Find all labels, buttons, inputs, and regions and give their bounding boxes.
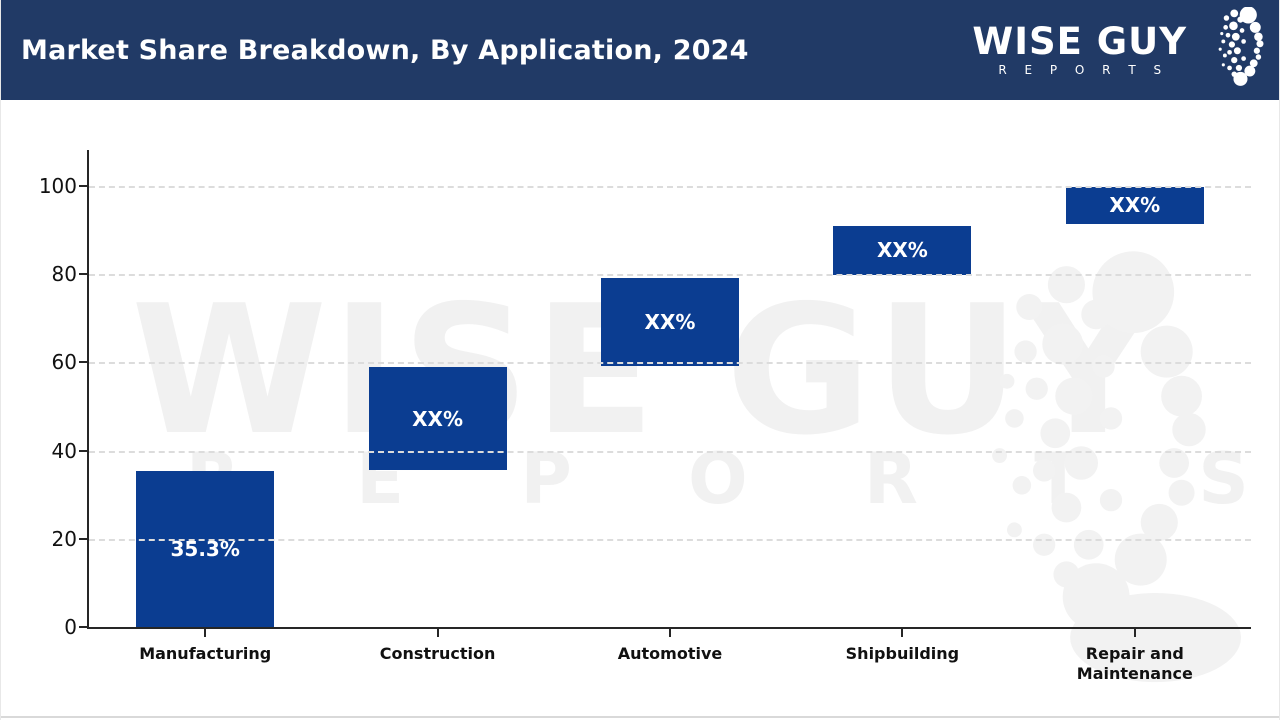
logo-subtitle: R E P O R T S [998,63,1169,77]
y-tick-label-0: 0 [64,615,77,639]
bar-value-label-shipbuilding: XX% [876,238,928,263]
x-tick-automotive [669,629,671,637]
bar-value-label-automotive: XX% [644,310,696,335]
x-tick-label-repair-and-maintenance: Repair and Maintenance [1076,644,1193,683]
y-tick-label-100: 100 [38,174,77,198]
wise-guy-logo: WISE GUY R E P O R T S [972,7,1267,93]
plot-area: 0 20 40 60 80 100 35.3% Manufacturing XX% Constru… [39,150,1251,683]
x-tick-repair-and-maintenance [1133,629,1136,637]
y-tick-60 [79,361,87,364]
bar-value-label-manufacturing: 35.3% [170,537,240,562]
y-tick-label-40: 40 [51,438,77,463]
bar-value-label-construction: XX% [412,406,464,431]
y-tick-label-60: 60 [51,350,77,375]
y-tick-20 [79,537,87,540]
y-tick-100 [79,185,87,187]
gridline-20 [89,538,1251,541]
logo-text: WISE GUY R E P O R T S [972,23,1187,77]
x-tick-label-manufacturing: Manufacturing [139,644,272,663]
y-axis-line [87,150,89,629]
x-tick-label-shipbuilding: Shipbuilding [845,644,960,663]
x-axis-line [87,627,1251,629]
x-tick-shipbuilding [901,629,904,637]
x-tick-label-construction: Construction [379,644,496,663]
bottom-border [1,716,1279,718]
gridline-40 [89,450,1251,453]
logo-wordmark: WISE GUY [972,20,1187,63]
x-tick-manufacturing [204,629,207,637]
y-tick-40 [79,449,87,452]
x-tick-label-automotive: Automotive [617,644,723,663]
bar-value-label-repair-and-maintenance: XX% [1109,193,1161,218]
y-tick-label-20: 20 [51,526,77,551]
bar-construction: XX% [368,367,507,471]
gridline-80 [89,274,1251,277]
y-tick-80 [79,273,87,276]
logo-face-icon [1218,7,1264,86]
bar-repair-and-maintenance: XX% [1065,186,1204,224]
x-tick-construction [436,629,439,637]
gridline-100 [89,186,1251,188]
page-title: Market Share Breakdown, By Application, … [21,34,749,66]
y-tick-0 [79,626,87,628]
header-bar: Market Share Breakdown, By Application, … [1,0,1279,100]
bar-automotive: XX% [601,277,739,367]
bar-shipbuilding: XX% [833,225,972,276]
bar-manufacturing: 35.3% [136,471,275,627]
gridline-60 [89,362,1251,365]
y-tick-label-80: 80 [51,262,77,287]
